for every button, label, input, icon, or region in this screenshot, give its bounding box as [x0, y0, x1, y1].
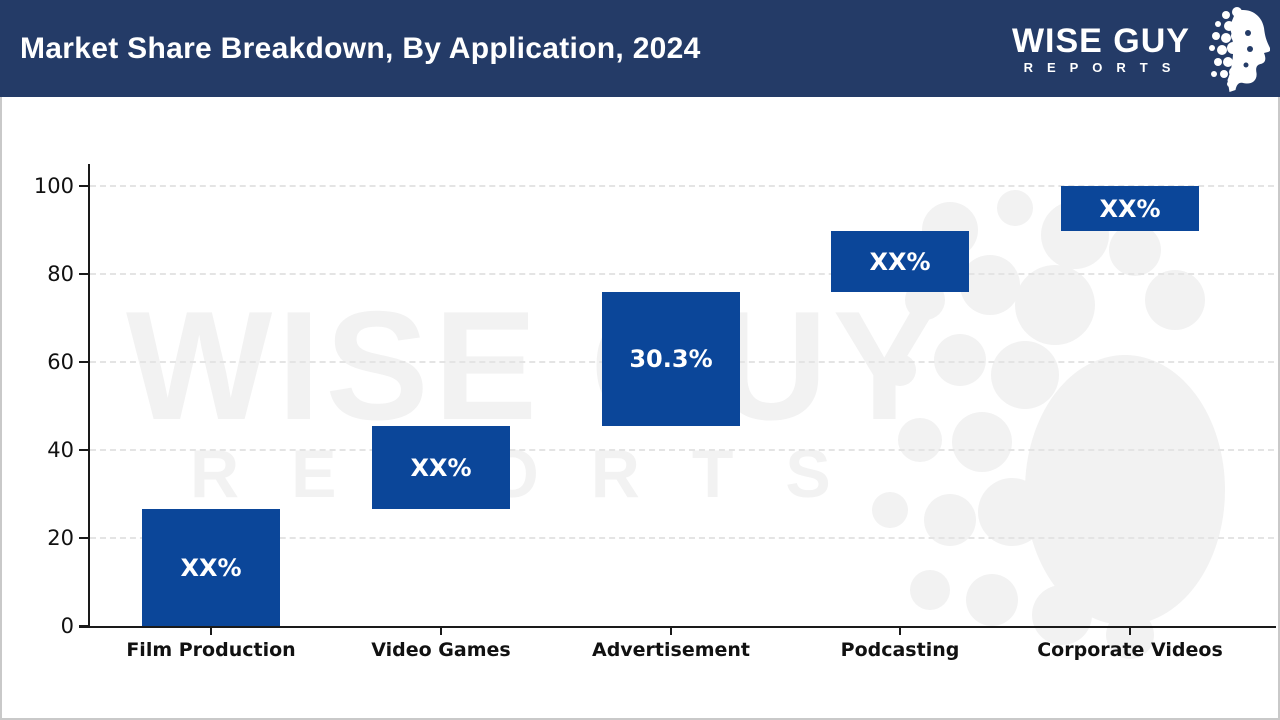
logo-wordmark: WISE GUY REPORTS	[1011, 22, 1190, 75]
grid-line	[90, 273, 1274, 275]
y-axis-tick-label: 60	[47, 350, 74, 374]
y-axis-tick-label: 80	[47, 262, 74, 286]
bar-value-label: XX%	[869, 247, 931, 276]
grid-line	[90, 449, 1274, 451]
x-axis-tick	[899, 628, 901, 635]
bar: XX%	[142, 509, 280, 626]
bar: XX%	[831, 231, 969, 292]
x-axis-tick	[210, 628, 212, 635]
x-axis-category-label: Corporate Videos	[1037, 639, 1223, 661]
watermark-wordmark-line2: REPORTS	[190, 436, 883, 512]
header-bar: Market Share Breakdown, By Application, …	[0, 0, 1280, 97]
x-axis-tick	[440, 628, 442, 635]
bar-value-label: XX%	[1099, 194, 1161, 223]
y-axis-tick-label: 20	[47, 526, 74, 550]
x-axis-tick	[1129, 628, 1131, 635]
grid-line	[90, 185, 1274, 187]
logo-wordmark-line1: WISE GUY	[1011, 22, 1190, 61]
y-axis-tick	[79, 361, 88, 363]
x-axis-line	[79, 626, 1276, 628]
y-axis-tick-label: 0	[60, 614, 74, 638]
x-axis-category-label: Film Production	[126, 639, 296, 661]
bar: XX%	[1061, 186, 1199, 231]
bar: 30.3%	[602, 292, 740, 426]
y-axis-tick	[79, 625, 88, 627]
bar-value-label: XX%	[180, 553, 242, 582]
y-axis-tick	[79, 537, 88, 539]
y-axis-tick-label: 100	[33, 174, 74, 198]
y-axis-tick	[79, 185, 88, 187]
bar: XX%	[372, 426, 510, 509]
grid-line	[90, 537, 1274, 539]
x-axis-category-label: Podcasting	[840, 639, 960, 661]
bar-value-label: 30.3%	[629, 345, 713, 373]
logo-head-icon	[1209, 7, 1270, 92]
x-axis-category-label: Video Games	[371, 639, 511, 661]
watermark-head-graphic	[872, 190, 1225, 659]
y-axis-line	[88, 164, 90, 628]
y-axis-tick-label: 40	[47, 438, 74, 462]
wise-guy-logo: WISE GUY REPORTS	[1012, 4, 1270, 94]
x-axis-category-label: Advertisement	[591, 639, 751, 661]
y-axis-tick	[79, 273, 88, 275]
bar-value-label: XX%	[410, 453, 472, 482]
page-title: Market Share Breakdown, By Application, …	[20, 31, 701, 65]
y-axis-tick	[79, 449, 88, 451]
logo-wordmark-line2: REPORTS	[1023, 59, 1185, 75]
watermark-wordmark-line1: WISE GUY	[126, 279, 942, 452]
x-axis-tick	[670, 628, 672, 635]
